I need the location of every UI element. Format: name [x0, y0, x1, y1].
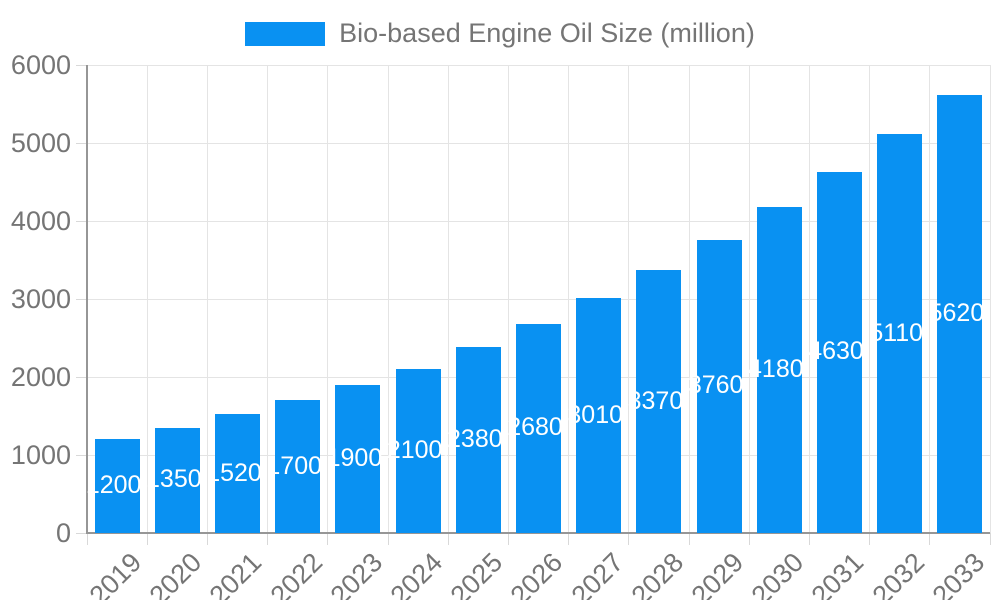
x-tick-mark [327, 533, 329, 545]
y-tick-label: 1000 [10, 440, 71, 470]
x-tick-mark [267, 533, 269, 545]
y-axis-line [86, 65, 88, 533]
x-tick-mark [929, 533, 931, 545]
x-tick-mark [146, 533, 148, 545]
legend-swatch [245, 21, 326, 46]
y-tick-mark [76, 64, 87, 66]
gridline-h [87, 142, 990, 144]
x-tick-label: 2023 [324, 547, 389, 600]
x-tick-mark [808, 533, 810, 545]
gridline-v [869, 65, 871, 533]
x-tick-mark [989, 533, 991, 545]
y-tick-label: 3000 [10, 284, 71, 314]
y-tick-label: 6000 [10, 50, 71, 80]
y-tick-label: 2000 [10, 362, 71, 392]
y-tick-mark [76, 454, 87, 456]
bar-2021 [215, 414, 260, 533]
gridline-v [688, 65, 690, 533]
gridline-v [267, 65, 269, 533]
x-tick-mark [86, 533, 88, 545]
x-tick-label: 2019 [83, 547, 148, 600]
x-axis-line [86, 532, 990, 534]
gridline-h [87, 220, 990, 222]
x-tick-mark [748, 533, 750, 545]
gridline-v [507, 65, 509, 533]
x-tick-label: 2022 [264, 547, 328, 600]
gridline-v [146, 65, 148, 533]
gridline-h [87, 298, 990, 300]
gridline-v [327, 65, 329, 533]
gridline-v [929, 65, 931, 533]
gridline-v [628, 65, 630, 533]
bar-2031 [817, 171, 862, 533]
x-tick-mark [568, 533, 570, 545]
bar-2024 [395, 369, 441, 533]
bar-2030 [756, 206, 802, 533]
x-tick-label: 2029 [685, 547, 750, 600]
bar-2029 [696, 239, 742, 533]
x-tick-label: 2021 [204, 547, 268, 600]
gridline-v [748, 65, 750, 533]
y-tick-label: 5000 [10, 128, 71, 158]
bar-2025 [455, 347, 501, 533]
bar-2020 [154, 427, 200, 533]
x-tick-mark [628, 533, 630, 545]
y-tick-mark [76, 142, 87, 144]
bar-2022 [275, 400, 321, 533]
y-tick-mark [76, 532, 87, 534]
x-tick-label: 2033 [926, 547, 991, 600]
x-tick-label: 2031 [806, 547, 870, 600]
x-tick-mark [206, 533, 208, 545]
bar-2019 [94, 439, 140, 533]
gridline-v [206, 65, 208, 533]
x-tick-mark [869, 533, 871, 545]
x-tick-mark [688, 533, 690, 545]
x-tick-mark [387, 533, 389, 545]
legend-label: Bio-based Engine Oil Size (million) [339, 18, 755, 48]
x-tick-mark [507, 533, 509, 545]
x-tick-label: 2025 [444, 547, 509, 600]
gridline-v [387, 65, 389, 533]
y-tick-mark [76, 298, 87, 300]
x-tick-label: 2024 [384, 547, 449, 600]
bar-2027 [576, 298, 622, 533]
y-tick-mark [76, 220, 87, 222]
y-tick-mark [76, 376, 87, 378]
x-tick-mark [447, 533, 449, 545]
y-tick-label: 4000 [10, 206, 71, 236]
x-tick-label: 2020 [143, 547, 208, 600]
x-tick-label: 2032 [866, 547, 930, 600]
gridline-v [568, 65, 570, 533]
legend-item[interactable]: Bio-based Engine Oil Size (million) [0, 18, 1000, 49]
x-tick-label: 2027 [565, 547, 629, 600]
bar-2028 [636, 270, 682, 533]
gridline-v [989, 65, 991, 533]
bar-2032 [877, 134, 923, 533]
y-tick-label: 0 [55, 518, 71, 548]
x-tick-label: 2030 [745, 547, 810, 600]
x-tick-label: 2028 [625, 547, 690, 600]
gridline-h [87, 64, 990, 66]
bar-2023 [335, 384, 381, 533]
gridline-v [447, 65, 449, 533]
x-tick-label: 2026 [505, 547, 569, 600]
gridline-v [808, 65, 810, 533]
bar-2033 [937, 94, 983, 533]
bar-2026 [516, 323, 561, 533]
